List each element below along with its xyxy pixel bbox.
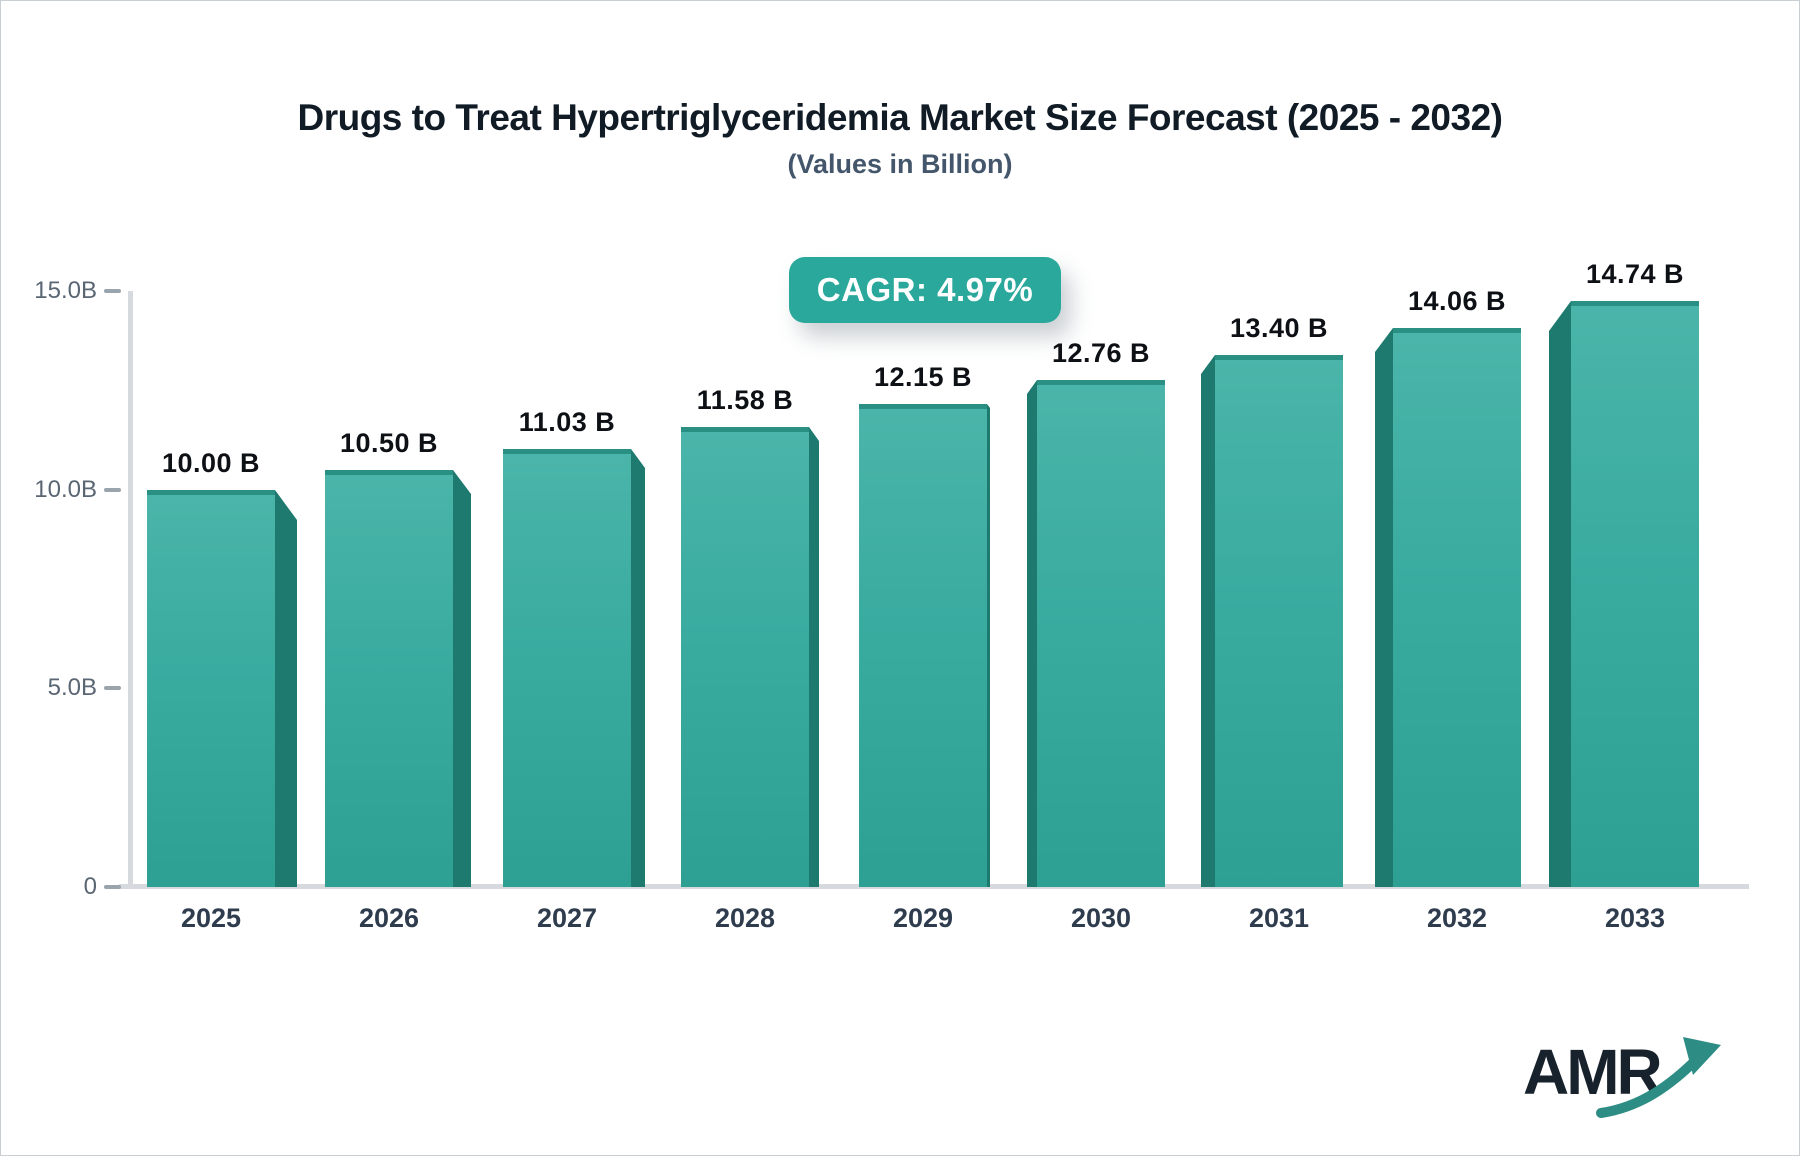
bar-value-label: 10.00 B — [161, 448, 261, 478]
bar-value-label: 11.03 B — [518, 407, 616, 437]
bar-2031 — [1215, 355, 1343, 887]
bar-2028 — [681, 427, 809, 887]
bar-top-edge — [1215, 355, 1343, 360]
bar-top-edge — [325, 470, 453, 475]
bar-value-label: 12.15 B — [873, 362, 973, 392]
y-axis-tick-label: 15.0B — [34, 277, 97, 304]
x-axis-label-2031: 2031 — [1248, 903, 1310, 933]
bar-value-label: 11.58 B — [696, 385, 794, 415]
bar-value-label: 13.40 B — [1229, 313, 1329, 343]
x-axis-label-2027: 2027 — [536, 903, 598, 933]
amr-logo: AMR — [1523, 1027, 1733, 1127]
bar-side-panel — [1201, 355, 1215, 887]
bar-value-label: 14.06 B — [1407, 286, 1507, 316]
x-axis-label-2026: 2026 — [358, 903, 420, 933]
bar-value-label: 12.76 B — [1051, 338, 1151, 368]
x-axis-label-2030: 2030 — [1070, 903, 1132, 933]
bar-top-edge — [147, 490, 275, 495]
bar-value-label: 14.74 B — [1585, 259, 1685, 289]
chart-title: Drugs to Treat Hypertriglyceridemia Mark… — [297, 97, 1503, 138]
bar-top-edge — [503, 449, 631, 454]
bar-side-panel — [453, 470, 471, 887]
bar-side-panel — [987, 404, 990, 887]
bar-top-edge — [1571, 301, 1699, 306]
bar-2029 — [859, 404, 987, 887]
y-axis-tick-mark — [104, 289, 121, 293]
amr-logo-arrow-icon — [1596, 1037, 1721, 1118]
x-axis-label-2025: 2025 — [180, 903, 242, 933]
bar-side-panel — [809, 427, 819, 887]
bar-side-panel — [275, 490, 297, 887]
y-axis-tick-label: 10.0B — [34, 476, 97, 503]
bar-side-panel — [1375, 328, 1393, 887]
x-axis-label-2032: 2032 — [1426, 903, 1488, 933]
cagr-badge-label: CAGR: 4.97% — [816, 271, 1034, 308]
y-axis-tick-mark — [104, 488, 121, 492]
bar-2030 — [1037, 380, 1165, 887]
y-axis-tick-label: 5.0B — [47, 674, 97, 701]
y-axis-line — [128, 291, 133, 888]
bar-top-edge — [859, 404, 987, 409]
bar-side-panel — [1027, 380, 1037, 887]
bar-2033 — [1571, 301, 1699, 887]
bar-side-panel — [1549, 301, 1571, 887]
bar-2025 — [147, 490, 275, 887]
x-axis-label-2033: 2033 — [1604, 903, 1666, 933]
chart-subtitle: (Values in Billion) — [787, 149, 1013, 179]
x-axis-label-2029: 2029 — [892, 903, 954, 933]
bar-top-edge — [1037, 380, 1165, 385]
bar-value-label: 10.50 B — [339, 428, 439, 458]
y-axis-tick-label: 0 — [83, 873, 97, 900]
bar-side-panel — [631, 449, 645, 887]
bar-top-edge — [681, 427, 809, 432]
bar-2032 — [1393, 328, 1521, 887]
bar-2027 — [503, 449, 631, 887]
bar-2026 — [325, 470, 453, 887]
x-axis-label-2028: 2028 — [714, 903, 776, 933]
bar-top-edge — [1393, 328, 1521, 333]
y-axis-tick-mark — [104, 885, 121, 889]
y-axis-tick-mark — [104, 686, 121, 690]
cagr-badge: CAGR: 4.97% — [789, 257, 1061, 323]
